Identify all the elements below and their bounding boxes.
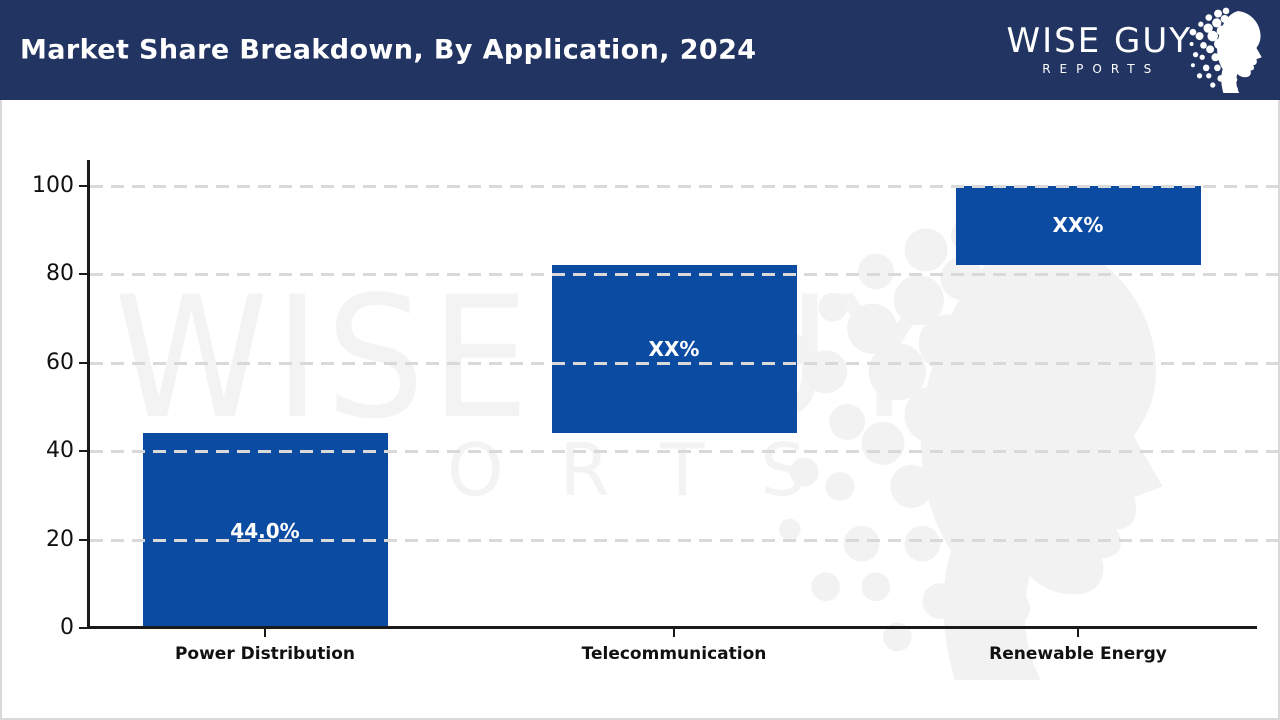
y-tick-mark xyxy=(79,627,88,629)
gridline xyxy=(90,450,1278,453)
x-tick-mark xyxy=(1077,629,1079,637)
y-tick-mark xyxy=(79,538,88,541)
bar-value-label: XX% xyxy=(648,337,700,362)
logo-wordmark-block: WISE GUY REPORTS xyxy=(1006,24,1192,76)
y-tick-label: 60 xyxy=(46,349,74,375)
logo-subtext: REPORTS xyxy=(1042,62,1161,76)
y-tick-mark xyxy=(79,184,88,187)
y-tick-mark xyxy=(79,273,88,275)
logo-head-icon xyxy=(1189,7,1262,93)
y-tick-mark xyxy=(79,450,88,452)
y-tick-label: 40 xyxy=(46,438,74,463)
bar-telecommunication xyxy=(551,265,797,434)
y-tick-label: 100 xyxy=(32,172,74,198)
logo-wordmark: WISE GUY xyxy=(1006,21,1192,61)
x-category-label: Telecommunication xyxy=(581,644,767,664)
x-category-label: Renewable Energy xyxy=(989,644,1167,664)
gridline xyxy=(90,361,1278,365)
gridline xyxy=(90,184,1278,188)
x-axis-spine xyxy=(87,626,1257,629)
y-axis-spine xyxy=(87,160,90,629)
y-tick-label: 80 xyxy=(46,261,74,286)
brand-logo: WISE GUY REPORTS xyxy=(1006,6,1266,94)
y-tick-label: 20 xyxy=(46,526,74,552)
x-tick-mark xyxy=(264,629,266,637)
bar-value-label: 44.0% xyxy=(230,518,300,543)
x-category-label: Power Distribution xyxy=(174,644,356,664)
header: Market Share Breakdown, By Application, … xyxy=(0,0,1280,100)
y-tick-mark xyxy=(79,361,88,364)
gridline xyxy=(90,273,1278,276)
bar-power-distribution xyxy=(142,433,388,628)
chart-area: WISE GUY REPORTS 44.0% XX% XX% 0 20 40 60 80 10… xyxy=(0,100,1280,720)
y-tick-label: 0 xyxy=(60,615,74,640)
bar-renewable-energy xyxy=(955,185,1201,266)
x-tick-mark xyxy=(673,629,675,637)
bar-value-label: XX% xyxy=(1052,213,1104,238)
gridline xyxy=(90,538,1278,542)
chart-title: Market Share Breakdown, By Application, … xyxy=(20,34,757,66)
watermark-head-icon xyxy=(771,217,1163,680)
